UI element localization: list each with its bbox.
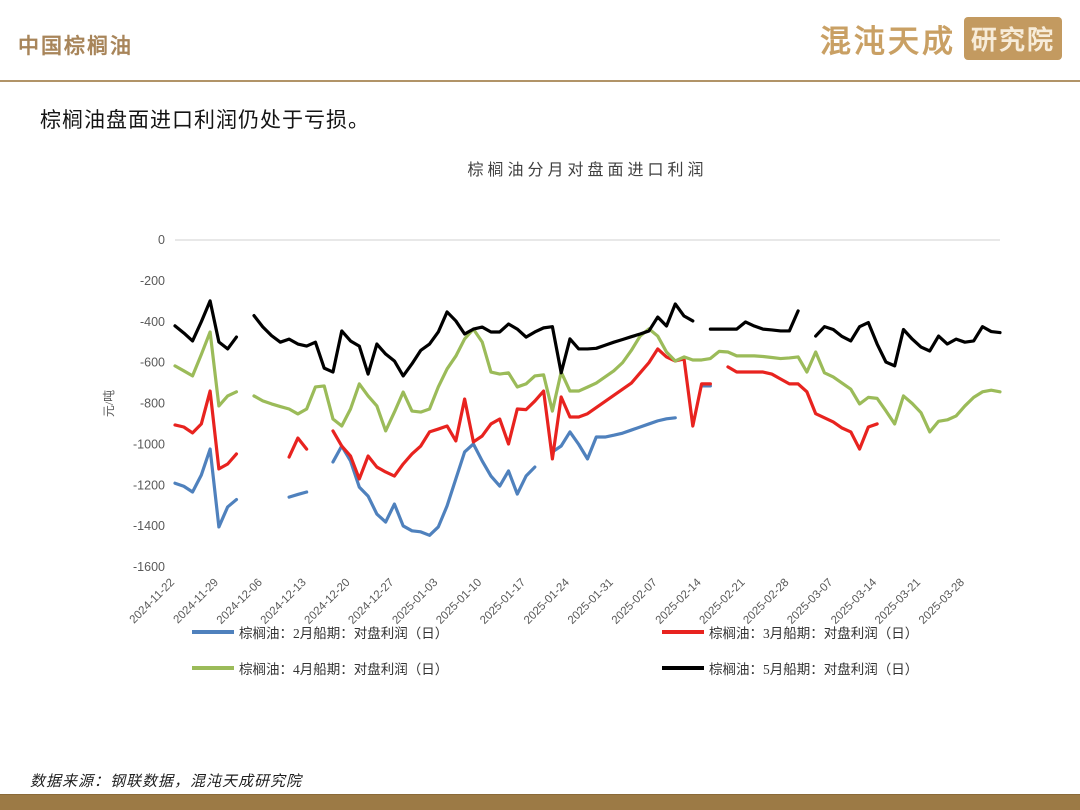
svg-text:2024-11-22: 2024-11-22 <box>128 577 177 625</box>
svg-text:-200: -200 <box>140 274 165 288</box>
slide-subtitle: 棕榈油盘面进口利润仍处于亏损。 <box>40 108 370 132</box>
svg-text:-800: -800 <box>140 397 165 411</box>
data-source: 数据来源：钢联数据，混沌天成研究院 <box>30 774 303 790</box>
legend-line-blue <box>192 630 234 634</box>
svg-text:2025-02-28: 2025-02-28 <box>741 577 791 625</box>
svg-text:2024-12-20: 2024-12-20 <box>303 577 353 625</box>
svg-text:2025-02-14: 2025-02-14 <box>654 576 705 625</box>
chart-legend: 棕榈油：2月船期：对盘利润（日） 棕榈油：3月船期：对盘利润（日） 棕榈油：4月… <box>192 622 918 678</box>
svg-text:2025-01-03: 2025-01-03 <box>390 577 440 625</box>
logo-script-text: 混沌天成 <box>819 24 956 59</box>
svg-text:0: 0 <box>158 233 165 247</box>
svg-text:2025-02-21: 2025-02-21 <box>698 577 748 625</box>
legend-label: 棕榈油：4月船期：对盘利润（日） <box>239 662 449 677</box>
svg-text:-400: -400 <box>140 315 165 329</box>
company-logo: 混沌天成 研究院 <box>820 16 1062 61</box>
legend-line-red <box>662 630 704 634</box>
svg-text:2024-11-29: 2024-11-29 <box>172 577 221 625</box>
svg-text:2025-03-07: 2025-03-07 <box>785 577 835 625</box>
svg-text:2025-01-17: 2025-01-17 <box>478 577 528 625</box>
svg-text:2025-03-21: 2025-03-21 <box>873 577 923 625</box>
legend-item-may: 棕榈油：5月船期：对盘利润（日） <box>662 658 918 678</box>
svg-text:2025-01-31: 2025-01-31 <box>566 577 616 625</box>
svg-text:-1200: -1200 <box>133 478 165 492</box>
legend-item-mar: 棕榈油：3月船期：对盘利润（日） <box>662 622 918 642</box>
profit-line-chart: 0 -200 -400 -600 -800 -1000 -1200 -1400 -1600 元/吨… <box>102 233 1002 625</box>
legend-label: 棕榈油：5月船期：对盘利润（日） <box>709 662 919 677</box>
legend-item-apr: 棕榈油：4月船期：对盘利润（日） <box>192 658 662 678</box>
chart-title: 棕榈油分月对盘面进口利润 <box>467 162 708 179</box>
legend-line-black <box>662 666 704 670</box>
legend-item-feb: 棕榈油：2月船期：对盘利润（日） <box>192 622 662 642</box>
svg-text:元/吨: 元/吨 <box>102 390 116 417</box>
page-title: 中国棕榈油 <box>18 34 133 58</box>
logo-badge: 研究院 <box>963 17 1062 60</box>
svg-text:-1000: -1000 <box>133 437 165 451</box>
svg-text:2024-12-13: 2024-12-13 <box>259 577 309 625</box>
svg-text:2025-03-14: 2025-03-14 <box>829 576 880 625</box>
svg-text:2025-03-28: 2025-03-28 <box>917 577 967 625</box>
legend-line-green <box>192 666 234 670</box>
svg-text:-600: -600 <box>140 356 165 370</box>
header-divider <box>0 80 1080 82</box>
svg-text:2025-01-24: 2025-01-24 <box>522 576 573 625</box>
svg-text:2024-12-27: 2024-12-27 <box>346 577 396 625</box>
svg-text:2025-02-07: 2025-02-07 <box>610 577 660 625</box>
legend-label: 棕榈油：2月船期：对盘利润（日） <box>239 626 449 641</box>
svg-text:-1400: -1400 <box>133 519 165 533</box>
svg-text:2025-01-10: 2025-01-10 <box>434 577 484 625</box>
footer-accent-bar <box>0 794 1080 810</box>
svg-text:-1600: -1600 <box>133 560 165 574</box>
legend-label: 棕榈油：3月船期：对盘利润（日） <box>709 626 919 641</box>
svg-text:2024-12-06: 2024-12-06 <box>215 577 265 625</box>
